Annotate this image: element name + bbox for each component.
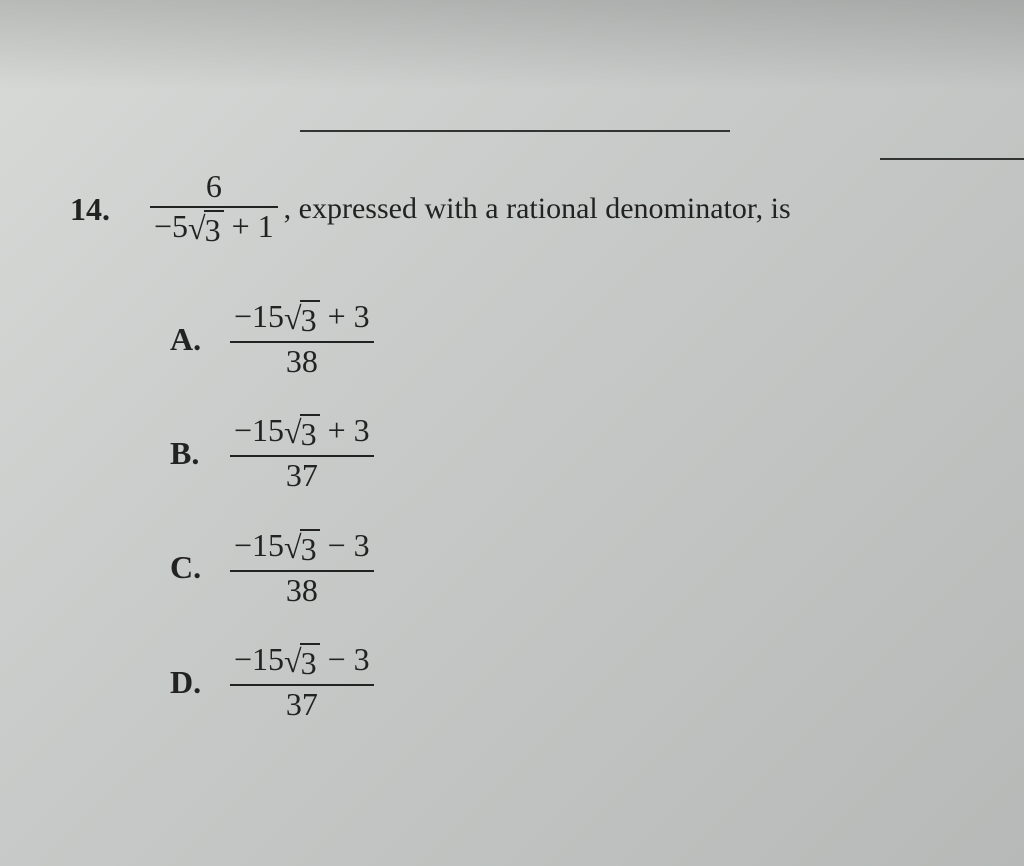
num-post: + 3 xyxy=(320,412,370,448)
option-fraction: −15√3 − 3 38 xyxy=(230,529,374,607)
option-label: A. xyxy=(170,321,230,358)
opt-denominator: 38 xyxy=(282,345,322,379)
option-A: A. −15√3 + 3 38 xyxy=(170,300,374,378)
option-D: D. −15√3 − 3 37 xyxy=(170,643,374,721)
opt-numerator: −15√3 − 3 xyxy=(230,643,374,682)
num-post: + 3 xyxy=(320,298,370,334)
den-post: + 1 xyxy=(224,208,274,244)
opt-numerator: −15√3 + 3 xyxy=(230,300,374,339)
option-fraction: −15√3 + 3 38 xyxy=(230,300,374,378)
num-radicand: 3 xyxy=(300,300,320,339)
options-list: A. −15√3 + 3 38 B. −15√3 + 3 37 C. xyxy=(170,300,374,722)
option-label: D. xyxy=(170,664,230,701)
radical-icon: √ xyxy=(284,302,302,334)
num-sqrt: √3 xyxy=(284,643,320,682)
option-label: C. xyxy=(170,549,230,586)
question-stem: , expressed with a rational denominator,… xyxy=(284,192,791,226)
option-B: B. −15√3 + 3 37 xyxy=(170,414,374,492)
question-fraction: 6 −5√3 + 1 xyxy=(150,170,278,248)
num-pre: −15 xyxy=(234,641,284,677)
option-fraction: −15√3 + 3 37 xyxy=(230,414,374,492)
radical-icon: √ xyxy=(188,212,206,244)
den-sqrt: √3 xyxy=(188,210,224,249)
opt-numerator: −15√3 − 3 xyxy=(230,529,374,568)
fraction-numerator: 6 xyxy=(202,170,226,204)
num-pre: −15 xyxy=(234,527,284,563)
radical-icon: √ xyxy=(284,645,302,677)
num-sqrt: √3 xyxy=(284,300,320,339)
opt-numerator: −15√3 + 3 xyxy=(230,414,374,453)
radical-icon: √ xyxy=(284,416,302,448)
page: 14. 6 −5√3 + 1 , expressed with a ration… xyxy=(0,0,1024,866)
den-pre: −5 xyxy=(154,208,188,244)
num-radicand: 3 xyxy=(300,414,320,453)
num-pre: −15 xyxy=(234,298,284,334)
question-number: 14. xyxy=(70,191,120,228)
opt-denominator: 37 xyxy=(282,459,322,493)
num-radicand: 3 xyxy=(300,529,320,568)
num-post: − 3 xyxy=(320,641,370,677)
opt-denominator: 37 xyxy=(282,688,322,722)
option-fraction: −15√3 − 3 37 xyxy=(230,643,374,721)
opt-denominator: 38 xyxy=(282,574,322,608)
radical-icon: √ xyxy=(284,531,302,563)
num-sqrt: √3 xyxy=(284,414,320,453)
fraction-denominator: −5√3 + 1 xyxy=(150,210,278,249)
top-shadow xyxy=(0,0,1024,90)
den-radicand: 3 xyxy=(204,210,224,249)
num-radicand: 3 xyxy=(300,643,320,682)
question-row: 14. 6 −5√3 + 1 , expressed with a ration… xyxy=(70,170,994,248)
num-post: − 3 xyxy=(320,527,370,563)
option-C: C. −15√3 − 3 38 xyxy=(170,529,374,607)
option-label: B. xyxy=(170,435,230,472)
num-pre: −15 xyxy=(234,412,284,448)
horizontal-rule-1 xyxy=(300,130,730,132)
num-sqrt: √3 xyxy=(284,529,320,568)
horizontal-rule-2 xyxy=(880,158,1024,160)
